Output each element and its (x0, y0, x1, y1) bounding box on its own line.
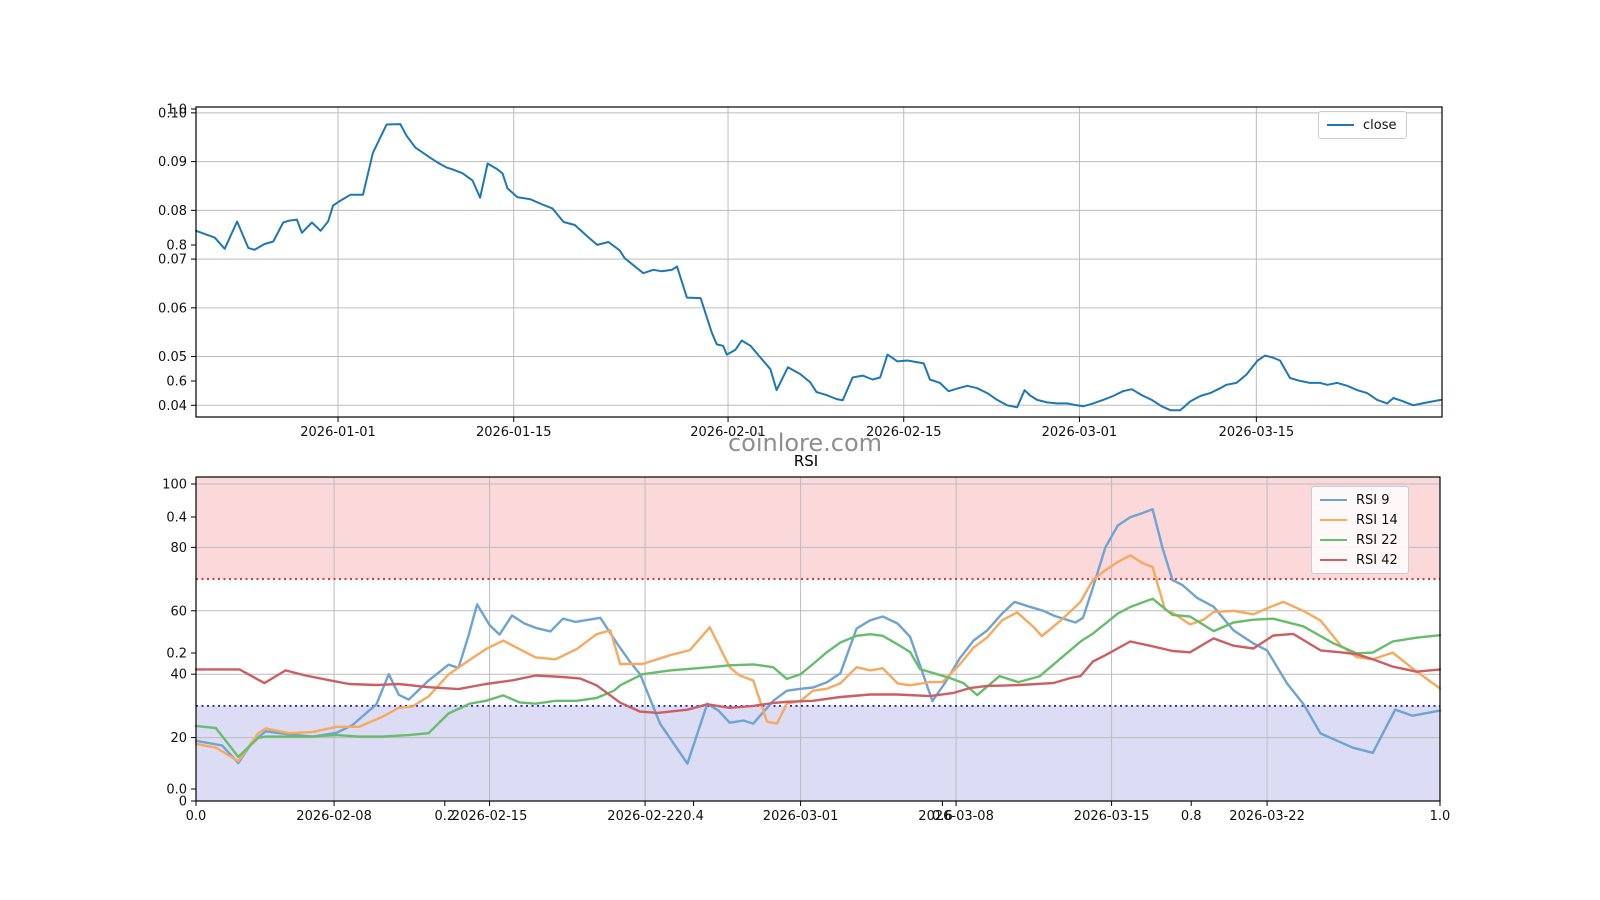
legend-close: close (1318, 111, 1408, 139)
legend-rsi: RSI 9 RSI 14 RSI 22 RSI 42 (1311, 486, 1409, 574)
axes-spine (195, 106, 1443, 418)
x-tick-label: 2026-02-08 (296, 809, 372, 824)
watermark: coinlore.com (727, 429, 883, 457)
legend-entry: RSI 14 (1320, 510, 1398, 530)
y-tick-label: 100 (162, 477, 187, 492)
y-tick-label: 0.05 (158, 350, 187, 365)
y-tick-label: 0.04 (158, 399, 187, 414)
x-tick-label: 2026-02-01 (690, 425, 766, 440)
overlay-x-tick-label: 0.0 (186, 809, 207, 824)
axes-spine (195, 476, 1441, 802)
x-tick-label: 2026-03-01 (763, 809, 839, 824)
y-tick-label: 80 (170, 541, 187, 556)
overlay-y-tick-label: 1.0 (166, 103, 187, 118)
x-tick-label: 2026-02-15 (866, 425, 942, 440)
overlay-y-tick-label: 0.6 (166, 375, 187, 390)
rsi-42-line (194, 632, 1442, 715)
legend-entry: RSI 42 (1320, 550, 1398, 570)
legend-entry: RSI 9 (1320, 490, 1398, 510)
legend-label: RSI 42 (1356, 552, 1398, 568)
x-tick-label: 2026-02-15 (452, 809, 528, 824)
rsi-9-line (194, 508, 1442, 765)
x-tick-label: 2026-01-01 (300, 425, 376, 440)
legend-entry: close (1327, 115, 1396, 135)
y-tick-label: 0.10 (158, 106, 187, 121)
legend-line-swatch (1327, 124, 1354, 126)
legend-label: RSI 14 (1356, 512, 1398, 528)
oversold-band (196, 705, 1440, 801)
x-tick-label: 2026-03-15 (1074, 809, 1150, 824)
x-tick-label: 2026-03-01 (1042, 425, 1118, 440)
x-tick-label: 2026-03-15 (1219, 425, 1295, 440)
overlay-y-tick-label: 0.0 (166, 783, 187, 798)
x-tick-label: 2026-01-15 (476, 425, 552, 440)
y-tick-label: 20 (170, 731, 187, 746)
y-tick-label: 40 (170, 668, 187, 683)
legend-label: close (1363, 117, 1397, 133)
legend-line-swatch (1320, 499, 1347, 501)
overlay-y-tick-label: 0.4 (166, 511, 187, 526)
x-tick-label: 2026-02-22 (607, 809, 683, 824)
overlay-x-tick-label: 0.6 (932, 809, 953, 824)
overlay-x-tick-label: 1.0 (1430, 809, 1451, 824)
y-tick-label: 0.09 (158, 155, 187, 170)
rsi-14-line (194, 554, 1442, 763)
rsi-22-line (194, 597, 1442, 759)
overlay-x-tick-label: 0.2 (434, 809, 455, 824)
x-tick-label: 2026-03-22 (1229, 809, 1305, 824)
legend-label: RSI 22 (1356, 532, 1398, 548)
legend-entry: RSI 22 (1320, 530, 1398, 550)
rsi-chart-title: RSI (793, 452, 819, 470)
y-tick-label: 0.07 (158, 253, 187, 268)
legend-label: RSI 9 (1356, 492, 1390, 508)
legend-line-swatch (1320, 519, 1347, 521)
overlay-x-tick-label: 0.8 (1181, 809, 1202, 824)
overlay-y-tick-label: 0.2 (166, 647, 187, 662)
overlay-x-tick-label: 0.4 (683, 809, 704, 824)
legend-line-swatch (1320, 539, 1347, 541)
y-tick-label: 60 (170, 604, 187, 619)
overbought-band (196, 477, 1440, 580)
y-tick-label: 0.06 (158, 301, 187, 316)
close-line (195, 123, 1442, 412)
y-tick-label: 0 (179, 795, 187, 810)
overlay-y-tick-label: 0.8 (166, 239, 187, 254)
legend-line-swatch (1320, 559, 1347, 561)
y-tick-label: 0.08 (158, 204, 187, 219)
x-tick-label: 2026-03-08 (918, 809, 994, 824)
